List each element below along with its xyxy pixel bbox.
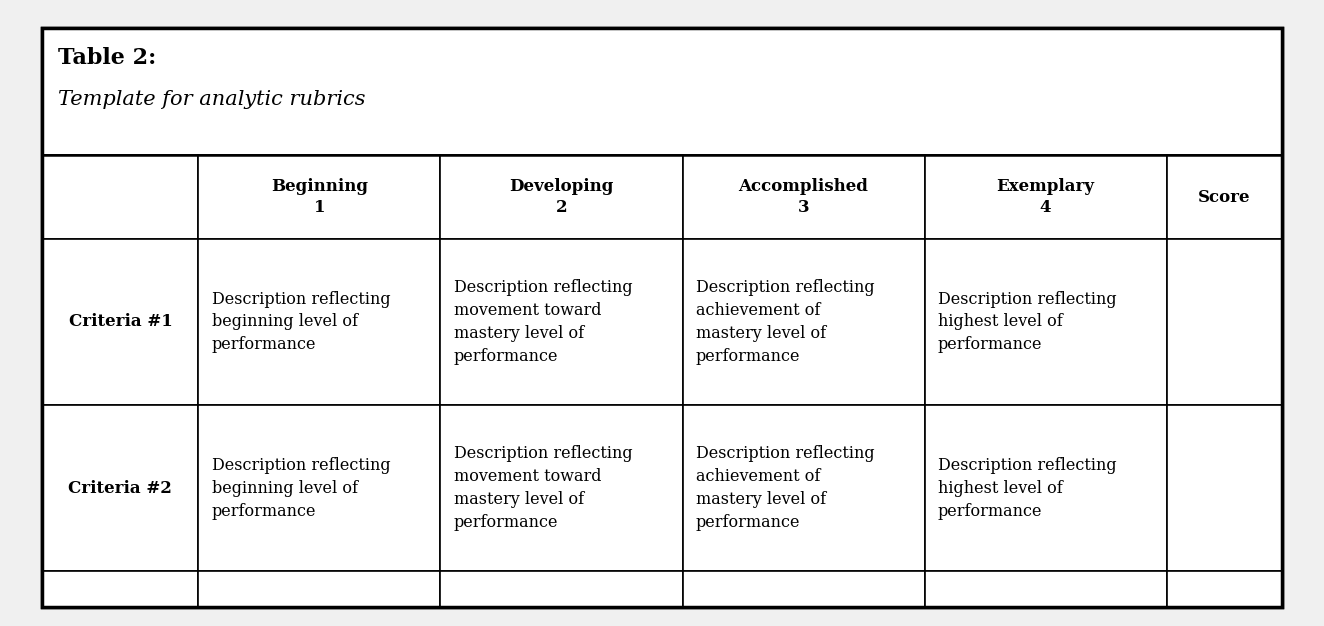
Text: Description reflecting
beginning level of
performance: Description reflecting beginning level o… [212,290,391,353]
Bar [682,405,924,572]
Text: Exemplary
4: Exemplary 4 [997,178,1095,216]
Text: Description reflecting
highest level of
performance: Description reflecting highest level of … [937,290,1116,353]
Text: Beginning
1: Beginning 1 [271,178,368,216]
Text: Criteria #2: Criteria #2 [69,480,172,496]
Bar [42,405,199,572]
Text: Description reflecting
achievement of
mastery level of
performance: Description reflecting achievement of ma… [695,446,874,531]
Bar [199,155,441,239]
Bar [1166,572,1282,607]
Bar [682,572,924,607]
Bar [199,572,441,607]
Bar [924,155,1166,239]
Bar [42,28,1282,155]
Bar [199,239,441,405]
Bar [1166,239,1282,405]
Bar [199,405,441,572]
Text: Accomplished
3: Accomplished 3 [739,178,869,216]
Bar [924,572,1166,607]
Text: Score: Score [1198,188,1250,205]
Text: Description reflecting
beginning level of
performance: Description reflecting beginning level o… [212,457,391,520]
Text: Template for analytic rubrics: Template for analytic rubrics [58,90,365,108]
Text: Criteria #1: Criteria #1 [69,314,172,331]
Bar [924,405,1166,572]
Bar [441,405,682,572]
Text: Description reflecting
movement toward
mastery level of
performance: Description reflecting movement toward m… [454,446,633,531]
Bar [42,155,199,239]
Text: Description reflecting
achievement of
mastery level of
performance: Description reflecting achievement of ma… [695,279,874,365]
Bar [42,572,199,607]
Bar [441,239,682,405]
Bar [1166,405,1282,572]
Bar [42,239,199,405]
Bar [682,239,924,405]
Text: Description reflecting
movement toward
mastery level of
performance: Description reflecting movement toward m… [454,279,633,365]
Text: Description reflecting
highest level of
performance: Description reflecting highest level of … [937,457,1116,520]
Bar [441,572,682,607]
Bar [1166,155,1282,239]
Bar [924,239,1166,405]
Bar [441,155,682,239]
Text: Table 2:: Table 2: [58,47,156,69]
Bar [682,155,924,239]
Text: Developing
2: Developing 2 [510,178,613,216]
Bar [42,28,1282,155]
